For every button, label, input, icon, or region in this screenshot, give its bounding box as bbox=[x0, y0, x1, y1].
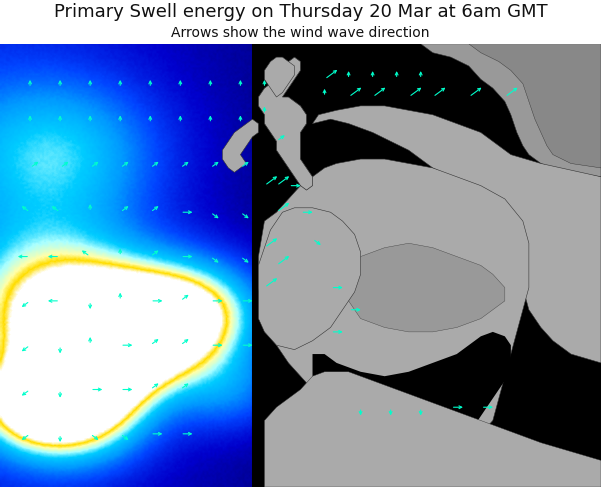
Text: Primary Swell energy on Thursday 20 Mar at 6am GMT: Primary Swell energy on Thursday 20 Mar … bbox=[53, 3, 548, 21]
Polygon shape bbox=[222, 119, 258, 172]
Polygon shape bbox=[313, 332, 511, 487]
Polygon shape bbox=[264, 372, 601, 487]
Text: Arrows show the wind wave direction: Arrows show the wind wave direction bbox=[171, 26, 430, 40]
Polygon shape bbox=[264, 57, 294, 97]
Polygon shape bbox=[349, 243, 505, 332]
Polygon shape bbox=[258, 159, 529, 465]
Polygon shape bbox=[421, 44, 601, 177]
Polygon shape bbox=[252, 44, 601, 487]
Polygon shape bbox=[258, 57, 313, 190]
Polygon shape bbox=[258, 208, 361, 350]
Polygon shape bbox=[313, 106, 601, 363]
Polygon shape bbox=[469, 44, 601, 168]
